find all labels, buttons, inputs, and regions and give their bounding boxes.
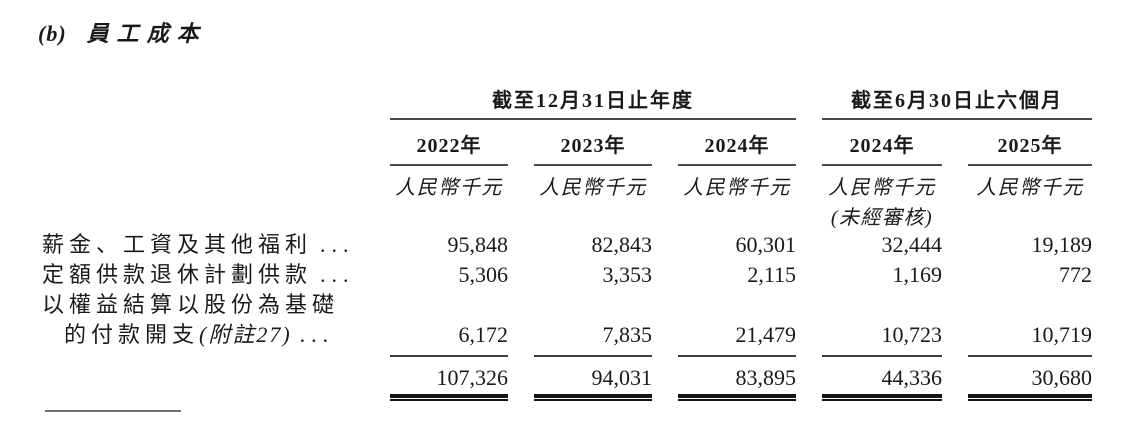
row-label-text: 薪金、工資及其他福利 (42, 232, 313, 257)
value-cell: 3,353 (602, 262, 653, 287)
spacer-cell (42, 357, 364, 398)
value-cell: 19,189 (1031, 232, 1093, 257)
value-cell: 95,848 (447, 232, 509, 257)
table-row-column-groups: 截至12月31日止年度 截至6月30日止六個月 (42, 84, 1092, 120)
unit-cell: 人民幣千元 (968, 166, 1092, 230)
dot-leader: ... (299, 322, 335, 347)
value-cell: 6,172 (390, 320, 508, 357)
unit-label: 人民幣千元 (683, 177, 791, 199)
year-header-2023: 2023年 (534, 120, 652, 166)
total-cell: 30,680 (968, 357, 1092, 401)
section-title: (b) 員工成本 (38, 16, 1148, 48)
value-cell: 82,843 (591, 232, 653, 257)
column-group-annual: 截至12月31日止年度 (390, 84, 796, 120)
table-row-total: 107,326 94,031 83,895 44,336 30,680 (42, 357, 1092, 401)
document-page: { "page": { "title_marker": "(b)", "titl… (0, 16, 1148, 425)
unit-label: 人民幣千元 (539, 177, 647, 199)
section-title-text: 員工成本 (86, 21, 207, 46)
total-cell: 83,895 (678, 357, 796, 401)
year-header-2022: 2022年 (390, 120, 508, 166)
table-row-share-based-line1: 以權益結算以股份為基礎 (42, 290, 1092, 320)
year-header-2024-interim: 2024年 (822, 120, 942, 166)
dot-leader: ... (320, 232, 355, 257)
unit-label: 人民幣千元 (395, 177, 503, 199)
value-cell: 2,115 (747, 262, 796, 287)
unaudited-note: (未經審核) (830, 207, 934, 229)
table-row-salaries: 薪金、工資及其他福利... 95,848 82,843 60,301 32,44… (42, 230, 1092, 260)
row-label: 以權益結算以股份為基礎 (42, 292, 340, 317)
unit-cell: 人民幣千元 (534, 166, 652, 230)
spacer-cell (42, 84, 364, 120)
row-label-text: 的付款開支 (64, 322, 200, 347)
value-cell: 32,444 (881, 232, 943, 257)
total-cell: 107,326 (390, 357, 508, 401)
value-cell: 10,719 (968, 320, 1092, 357)
table-row-units: 人民幣千元 人民幣千元 人民幣千元 人民幣千元 (未經審核) 人民幣千元 (42, 166, 1092, 230)
value-cell: 10,723 (822, 320, 942, 357)
table-row-share-based-line2: 的付款開支(附註27)... 6,172 7,835 21,479 10,723… (42, 320, 1092, 357)
row-label: 的付款開支(附註27)... (42, 320, 364, 357)
unit-cell-unaudited: 人民幣千元 (未經審核) (822, 166, 942, 230)
total-cell: 44,336 (822, 357, 942, 401)
row-label: 定額供款退休計劃供款... (42, 260, 364, 290)
value-cell: 7,835 (534, 320, 652, 357)
dot-leader: ... (320, 262, 355, 287)
value-cell: 772 (1059, 262, 1092, 287)
footnote-divider (45, 410, 181, 412)
spacer-cell (42, 120, 364, 166)
empty-cell (534, 290, 652, 320)
section-marker: (b) (38, 21, 67, 46)
row-label: 薪金、工資及其他福利... (42, 230, 364, 260)
value-cell: 1,169 (892, 262, 943, 287)
spacer-cell (42, 166, 364, 230)
value-cell: 5,306 (458, 262, 509, 287)
unit-cell: 人民幣千元 (678, 166, 796, 230)
value-cell: 60,301 (735, 232, 797, 257)
empty-cell (678, 290, 796, 320)
empty-cell (968, 290, 1092, 320)
empty-cell (822, 290, 942, 320)
unit-label: 人民幣千元 (976, 177, 1084, 199)
table-row-years: 2022年 2023年 2024年 2024年 2025年 (42, 120, 1092, 166)
row-label-text: 定額供款退休計劃供款 (42, 262, 313, 287)
empty-cell (390, 290, 508, 320)
table-row-pension: 定額供款退休計劃供款... 5,306 3,353 2,115 1,169 77… (42, 260, 1092, 290)
year-header-2025: 2025年 (968, 120, 1092, 166)
row-label-note: (附註27) (199, 322, 292, 347)
unit-cell: 人民幣千元 (390, 166, 508, 230)
year-header-2024: 2024年 (678, 120, 796, 166)
staff-costs-table: 截至12月31日止年度 截至6月30日止六個月 2022年 2023年 2024… (16, 84, 1118, 401)
total-cell: 94,031 (534, 357, 652, 401)
column-group-interim: 截至6月30日止六個月 (822, 84, 1092, 120)
value-cell: 21,479 (678, 320, 796, 357)
unit-label: 人民幣千元 (828, 177, 936, 199)
